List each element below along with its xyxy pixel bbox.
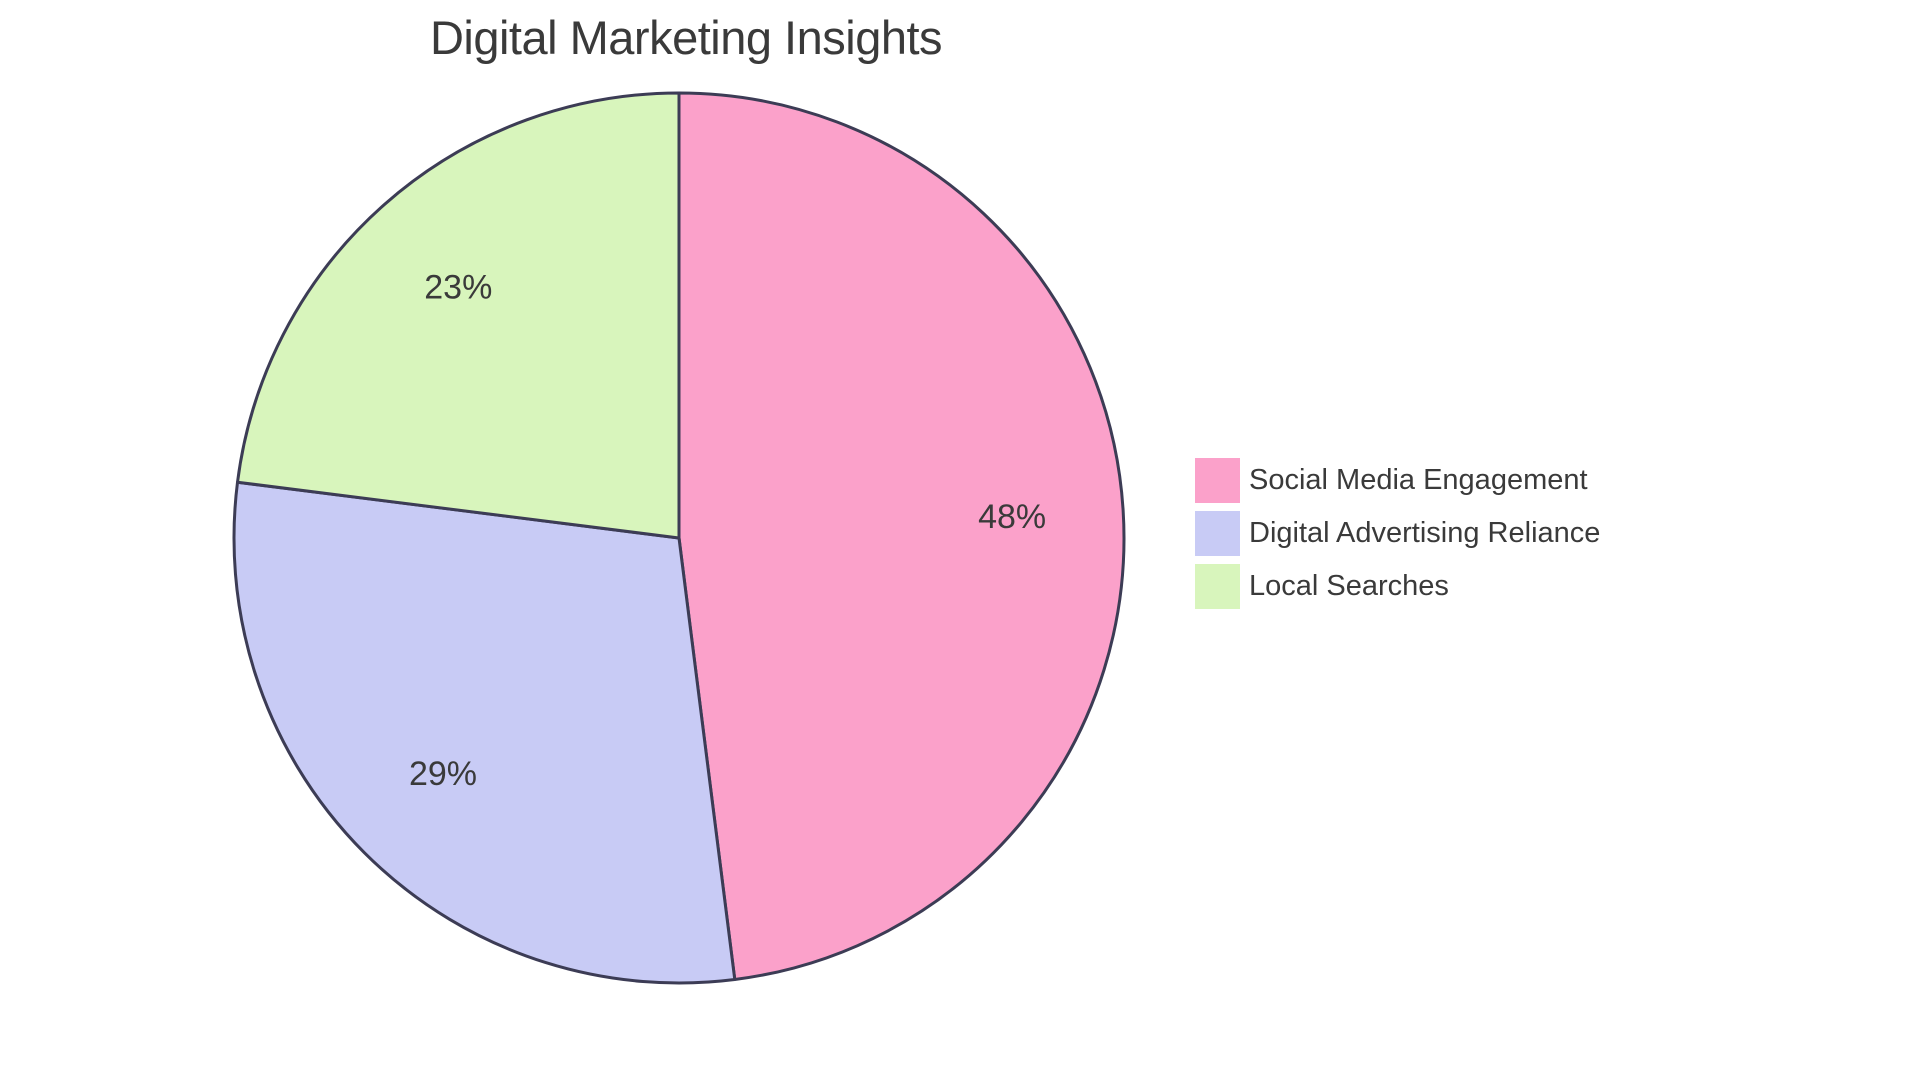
legend: Social Media Engagement Digital Advertisi… [1195, 458, 1600, 609]
pie-percent-label-social-media-engagement: 48% [978, 498, 1046, 536]
legend-swatch-local-searches [1195, 564, 1240, 609]
pie-slice-digital-advertising-reliance [232, 480, 737, 985]
legend-label-social-media-engagement: Social Media Engagement [1249, 464, 1588, 496]
pie-percent-label-digital-advertising-reliance: 29% [409, 755, 477, 793]
legend-item-local-searches: Local Searches [1195, 564, 1600, 609]
legend-swatch-digital-advertising-reliance [1195, 511, 1240, 556]
pie-percent-label-local-searches: 23% [424, 269, 492, 307]
legend-label-digital-advertising-reliance: Digital Advertising Reliance [1249, 517, 1601, 549]
legend-swatch-social-media-engagement [1195, 458, 1240, 503]
pie-slice-social-media-engagement [677, 91, 1126, 981]
legend-item-social-media-engagement: Social Media Engagement [1195, 458, 1600, 503]
legend-item-digital-advertising-reliance: Digital Advertising Reliance [1195, 511, 1600, 556]
legend-label-local-searches: Local Searches [1249, 570, 1449, 602]
chart-title: Digital Marketing Insights [429, 11, 943, 64]
pie-slice-local-searches [236, 91, 681, 540]
